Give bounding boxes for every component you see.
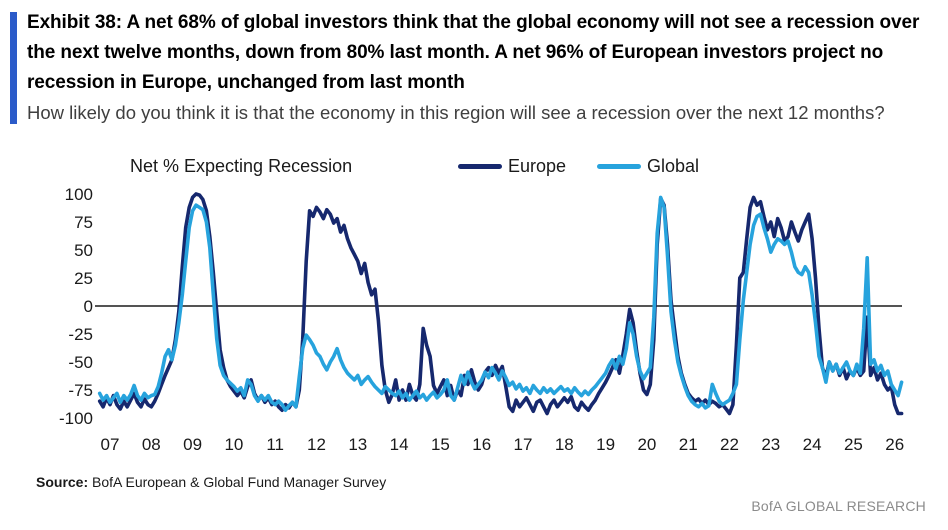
- x-tick-label: 07: [101, 435, 120, 454]
- x-tick-label: 10: [224, 435, 243, 454]
- source-note: Source: BofA European & Global Fund Mana…: [36, 474, 386, 490]
- x-tick-label: 12: [307, 435, 326, 454]
- x-tick-label: 20: [637, 435, 656, 454]
- y-tick-label: -75: [68, 381, 93, 400]
- chart-legend: Net % Expecting Recession Europe Global: [0, 156, 948, 180]
- legend-label-global: Global: [647, 156, 700, 176]
- y-tick-label: -25: [68, 325, 93, 344]
- series-line-europe: [97, 192, 904, 416]
- chart-axis-label: Net % Expecting Recession: [130, 156, 353, 176]
- x-tick-label: 22: [720, 435, 739, 454]
- x-tick-label: 21: [679, 435, 698, 454]
- brand-watermark: BofA GLOBAL RESEARCH: [751, 498, 926, 514]
- x-tick-label: 26: [885, 435, 904, 454]
- legend-item-global: Global: [597, 156, 699, 177]
- x-tick-label: 09: [183, 435, 202, 454]
- y-tick-label: 0: [84, 297, 93, 316]
- global-line-swatch: [597, 164, 641, 169]
- legend-label-europe: Europe: [508, 156, 567, 176]
- x-tick-label: 17: [514, 435, 533, 454]
- x-tick-label: 23: [761, 435, 780, 454]
- legend-item-europe: Europe: [458, 156, 566, 177]
- x-tick-label: 11: [266, 435, 284, 454]
- x-tick-label: 15: [431, 435, 450, 454]
- x-tick-label: 13: [348, 435, 367, 454]
- source-text: BofA European & Global Fund Manager Surv…: [88, 474, 387, 490]
- x-tick-label: 16: [472, 435, 491, 454]
- y-tick-label: 75: [74, 213, 93, 232]
- y-tick-label: -100: [59, 409, 93, 428]
- x-tick-label: 25: [844, 435, 863, 454]
- x-tick-label: 14: [390, 435, 409, 454]
- series-line-global: [97, 195, 904, 413]
- y-tick-label: -50: [68, 353, 93, 372]
- y-tick-label: 100: [65, 185, 93, 204]
- survey-question: How likely do you think it is that the e…: [27, 102, 885, 123]
- y-tick-label: 50: [74, 241, 93, 260]
- europe-line-swatch: [458, 164, 502, 169]
- x-tick-label: 18: [555, 435, 574, 454]
- y-tick-label: 25: [74, 269, 93, 288]
- x-tick-label: 19: [596, 435, 615, 454]
- exhibit-title: Exhibit 38: A net 68% of global investor…: [27, 12, 920, 93]
- source-label: Source:: [36, 474, 89, 490]
- x-tick-label: 24: [803, 435, 822, 454]
- x-tick-label: 08: [142, 435, 161, 454]
- title-accent-bar: [10, 12, 17, 124]
